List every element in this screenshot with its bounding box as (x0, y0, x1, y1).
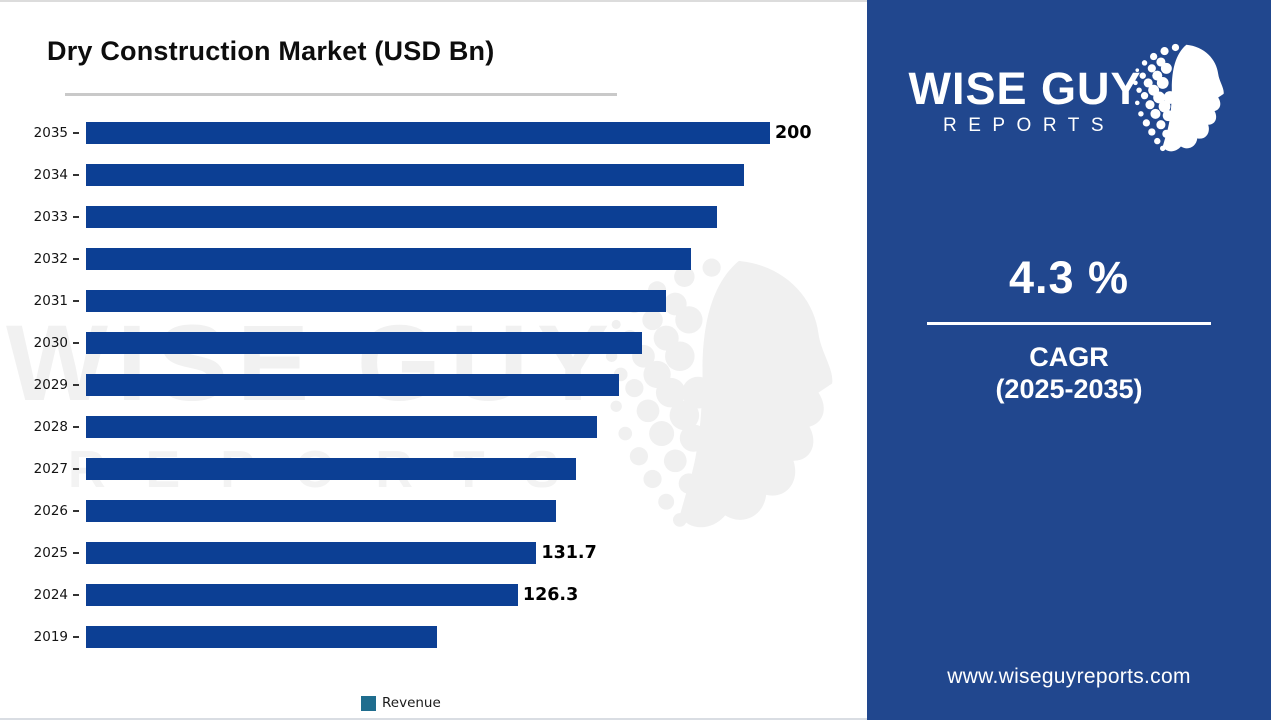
bar-row: 2034 (0, 154, 860, 196)
sidebar: WISE GUY REPORTS 4.3 % (867, 0, 1271, 720)
brand-subname: REPORTS (942, 115, 1115, 137)
bar-row: 2033 (0, 196, 860, 238)
y-axis-label: 2029 (33, 377, 68, 393)
legend: Revenue (361, 695, 441, 711)
y-axis-label: 2024 (33, 587, 68, 603)
cagr-period: (2025-2035) (995, 374, 1143, 405)
value-label: 131.7 (541, 543, 597, 563)
cagr-value: 4.3 % (1008, 252, 1130, 303)
value-label: 126.3 (522, 585, 579, 605)
cagr-divider (927, 322, 1211, 325)
axis-tick (73, 258, 79, 260)
bar-row: 2019 (0, 616, 860, 658)
axis-tick (73, 132, 79, 134)
title-underline (65, 93, 617, 96)
y-axis-label: 2032 (33, 251, 68, 267)
axis-tick (73, 594, 79, 596)
axis-tick (73, 342, 79, 344)
brand-face-icon (1132, 43, 1224, 152)
y-axis-label: 2030 (33, 335, 68, 351)
value-label: 200 (775, 123, 812, 143)
revenue-bar (86, 374, 620, 396)
chart-title: Dry Construction Market (USD Bn) (47, 36, 495, 66)
y-axis-label: 2035 (33, 125, 68, 141)
revenue-bar (86, 458, 577, 480)
y-axis-label: 2028 (33, 419, 68, 435)
revenue-bar (86, 542, 537, 564)
bar-row: 2031 (0, 280, 860, 322)
axis-tick (73, 216, 79, 218)
revenue-bar (86, 164, 744, 186)
website-url: www.wiseguyreports.com (947, 665, 1191, 688)
y-axis-label: 2025 (33, 545, 68, 561)
cagr-label: CAGR (1029, 342, 1109, 372)
bar-row: 2028 (0, 406, 860, 448)
bar-rows: 2035 200 2034 2033 2032 2031 2030 2029 2028 2027 2… (0, 112, 860, 658)
bar-row: 2024 126.3 (0, 574, 860, 616)
y-axis-label: 2031 (33, 293, 68, 309)
revenue-bar (86, 500, 556, 522)
brand-logo: WISE GUY REPORTS (867, 40, 1271, 162)
y-axis-label: 2026 (33, 503, 68, 519)
bar-row: 2025 131.7 (0, 532, 860, 574)
brand-logo-text: WISE GUY REPORTS (908, 65, 1141, 137)
legend-swatch (361, 695, 376, 711)
revenue-bar (86, 248, 691, 270)
bar-row: 2035 200 (0, 112, 860, 154)
cagr-block: 4.3 % CAGR (2025-2035) (867, 252, 1271, 406)
axis-tick (73, 384, 79, 386)
bar-row: 2026 (0, 490, 860, 532)
revenue-bar (86, 206, 717, 228)
axis-tick (73, 300, 79, 302)
bar-row: 2029 (0, 364, 860, 406)
revenue-bar (86, 332, 643, 354)
legend-label: Revenue (382, 695, 441, 711)
axis-tick (73, 510, 79, 512)
axis-tick (73, 636, 79, 638)
axis-tick (73, 468, 79, 470)
y-axis-label: 2027 (33, 461, 68, 477)
axis-tick (73, 174, 79, 176)
bottom-border (0, 718, 867, 720)
bar-row: 2027 (0, 448, 860, 490)
y-axis-label: 2033 (33, 209, 68, 225)
y-axis-label: 2034 (33, 167, 68, 183)
brand-name: WISE GUY (908, 62, 1142, 114)
y-axis-label: 2019 (33, 629, 68, 645)
revenue-bar (86, 290, 666, 312)
revenue-bar (86, 626, 437, 648)
revenue-bar (86, 584, 518, 606)
chart-area: Dry Construction Market (USD Bn) WISE GU… (0, 0, 867, 720)
revenue-bar (86, 416, 597, 438)
revenue-bar (86, 122, 770, 144)
bar-row: 2030 (0, 322, 860, 364)
axis-tick (73, 426, 79, 428)
bar-row: 2032 (0, 238, 860, 280)
axis-tick (73, 552, 79, 554)
